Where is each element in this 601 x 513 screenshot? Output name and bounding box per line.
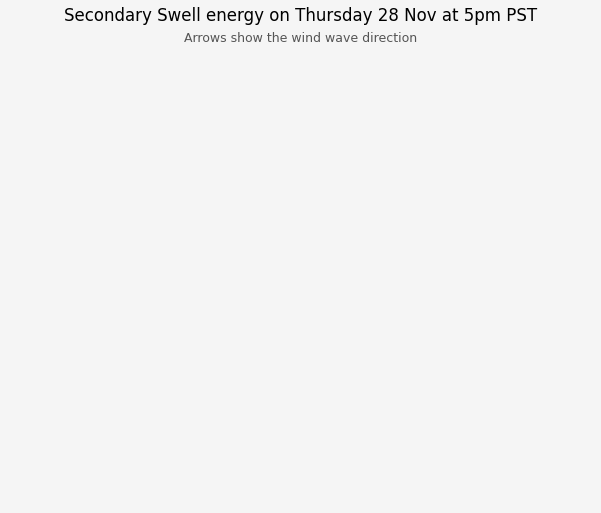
- Text: Arrows show the wind wave direction: Arrows show the wind wave direction: [184, 31, 417, 45]
- Text: Secondary Swell energy on Thursday 28 Nov at 5pm PST: Secondary Swell energy on Thursday 28 No…: [64, 7, 537, 25]
